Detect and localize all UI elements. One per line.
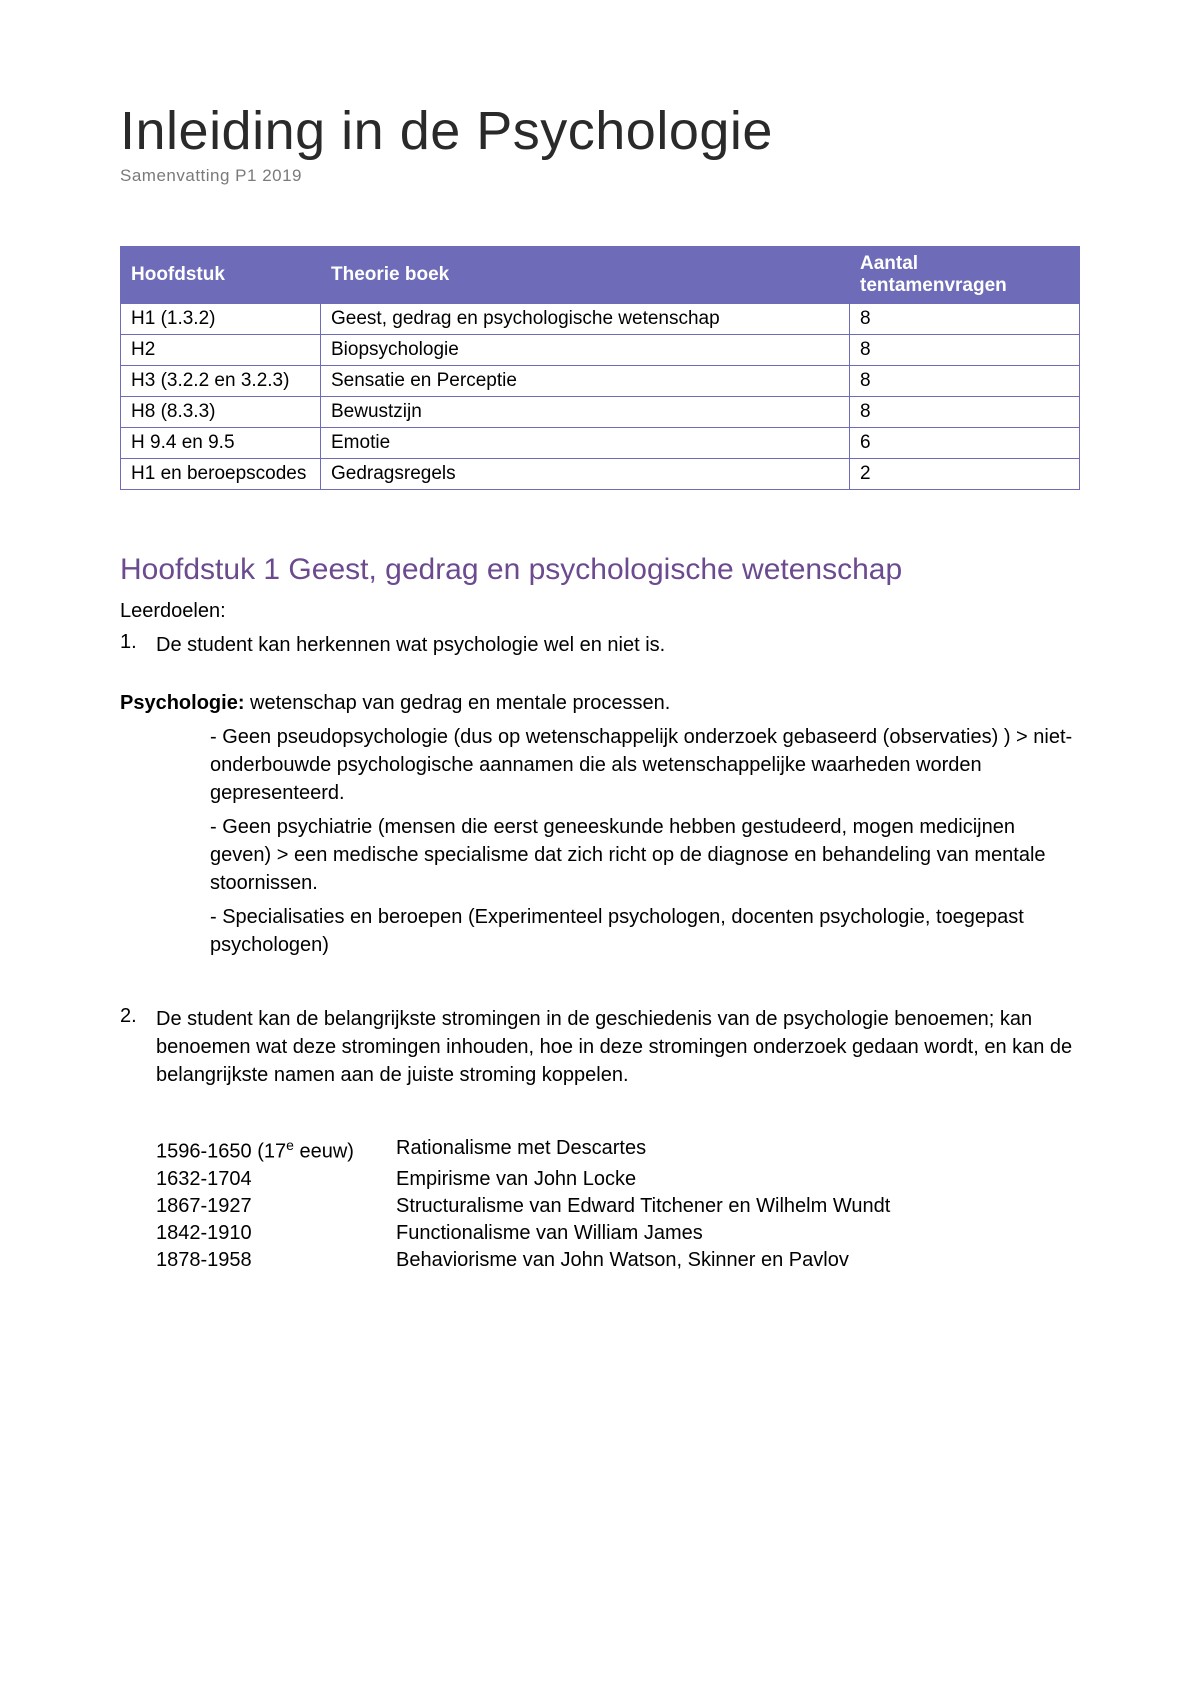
item-text: De student kan de belangrijkste stroming… <box>156 1005 1080 1089</box>
page-title: Inleiding in de Psychologie <box>120 100 1080 162</box>
table-cell: 8 <box>850 366 1080 397</box>
table-header: Hoofdstuk <box>121 247 321 304</box>
table-row: H 9.4 en 9.5Emotie6 <box>121 428 1080 459</box>
history-desc: Behaviorisme van John Watson, Skinner en… <box>396 1247 890 1274</box>
history-desc: Rationalisme met Descartes <box>396 1135 890 1166</box>
table-row: 1596-1650 (17e eeuw)Rationalisme met Des… <box>156 1135 890 1166</box>
history-desc: Empirisme van John Locke <box>396 1166 890 1193</box>
definition-line: Psychologie: wetenschap van gedrag en me… <box>120 689 1080 717</box>
page-subtitle: Samenvatting P1 2019 <box>120 166 1080 186</box>
list-item: 2. De student kan de belangrijkste strom… <box>120 1005 1080 1089</box>
table-header: Aantal tentamenvragen <box>850 247 1080 304</box>
table-cell: H3 (3.2.2 en 3.2.3) <box>121 366 321 397</box>
table-row: 1867-1927Structuralisme van Edward Titch… <box>156 1193 890 1220</box>
table-cell: 8 <box>850 397 1080 428</box>
history-year: 1867-1927 <box>156 1193 396 1220</box>
table-cell: Emotie <box>321 428 850 459</box>
definition-term: Psychologie: <box>120 692 244 714</box>
table-row: H8 (8.3.3)Bewustzijn8 <box>121 397 1080 428</box>
history-year: 1632-1704 <box>156 1166 396 1193</box>
table-cell: 6 <box>850 428 1080 459</box>
table-cell: 8 <box>850 304 1080 335</box>
definition-text: wetenschap van gedrag en mentale process… <box>244 692 670 714</box>
table-cell: H1 en beroepscodes <box>121 459 321 490</box>
table-cell: H8 (8.3.3) <box>121 397 321 428</box>
history-table: 1596-1650 (17e eeuw)Rationalisme met Des… <box>156 1135 890 1274</box>
history-year: 1878-1958 <box>156 1247 396 1274</box>
table-row: H1 en beroepscodesGedragsregels2 <box>121 459 1080 490</box>
history-year: 1842-1910 <box>156 1220 396 1247</box>
item-number: 1. <box>120 631 156 659</box>
table-cell: Biopsychologie <box>321 335 850 366</box>
table-cell: Bewustzijn <box>321 397 850 428</box>
item-number: 2. <box>120 1005 156 1089</box>
section-heading: Hoofdstuk 1 Geest, gedrag en psychologis… <box>120 550 1080 589</box>
history-year: 1596-1650 (17e eeuw) <box>156 1135 396 1166</box>
table-cell: Gedragsregels <box>321 459 850 490</box>
table-cell: H 9.4 en 9.5 <box>121 428 321 459</box>
history-desc: Functionalisme van William James <box>396 1220 890 1247</box>
table-row: H3 (3.2.2 en 3.2.3)Sensatie en Perceptie… <box>121 366 1080 397</box>
table-row: H1 (1.3.2)Geest, gedrag en psychologisch… <box>121 304 1080 335</box>
table-cell: H2 <box>121 335 321 366</box>
bullet-text: - Geen psychiatrie (mensen die eerst gen… <box>210 813 1080 897</box>
table-row: 1842-1910Functionalisme van William Jame… <box>156 1220 890 1247</box>
table-cell: H1 (1.3.2) <box>121 304 321 335</box>
table-cell: Geest, gedrag en psychologische wetensch… <box>321 304 850 335</box>
bullet-text: - Specialisaties en beroepen (Experiment… <box>210 903 1080 959</box>
history-desc: Structuralisme van Edward Titchener en W… <box>396 1193 890 1220</box>
table-row: H2Biopsychologie8 <box>121 335 1080 366</box>
item-text: De student kan herkennen wat psychologie… <box>156 631 665 659</box>
list-item: 1. De student kan herkennen wat psycholo… <box>120 631 665 659</box>
chapters-table: Hoofdstuk Theorie boek Aantal tentamenvr… <box>120 246 1080 490</box>
table-row: 1632-1704Empirisme van John Locke <box>156 1166 890 1193</box>
table-cell: 8 <box>850 335 1080 366</box>
table-cell: 2 <box>850 459 1080 490</box>
table-cell: Sensatie en Perceptie <box>321 366 850 397</box>
leerdoelen-label: Leerdoelen: <box>120 597 1080 625</box>
bullet-text: - Geen pseudopsychologie (dus op wetensc… <box>210 723 1080 807</box>
table-row: 1878-1958Behaviorisme van John Watson, S… <box>156 1247 890 1274</box>
table-header: Theorie boek <box>321 247 850 304</box>
